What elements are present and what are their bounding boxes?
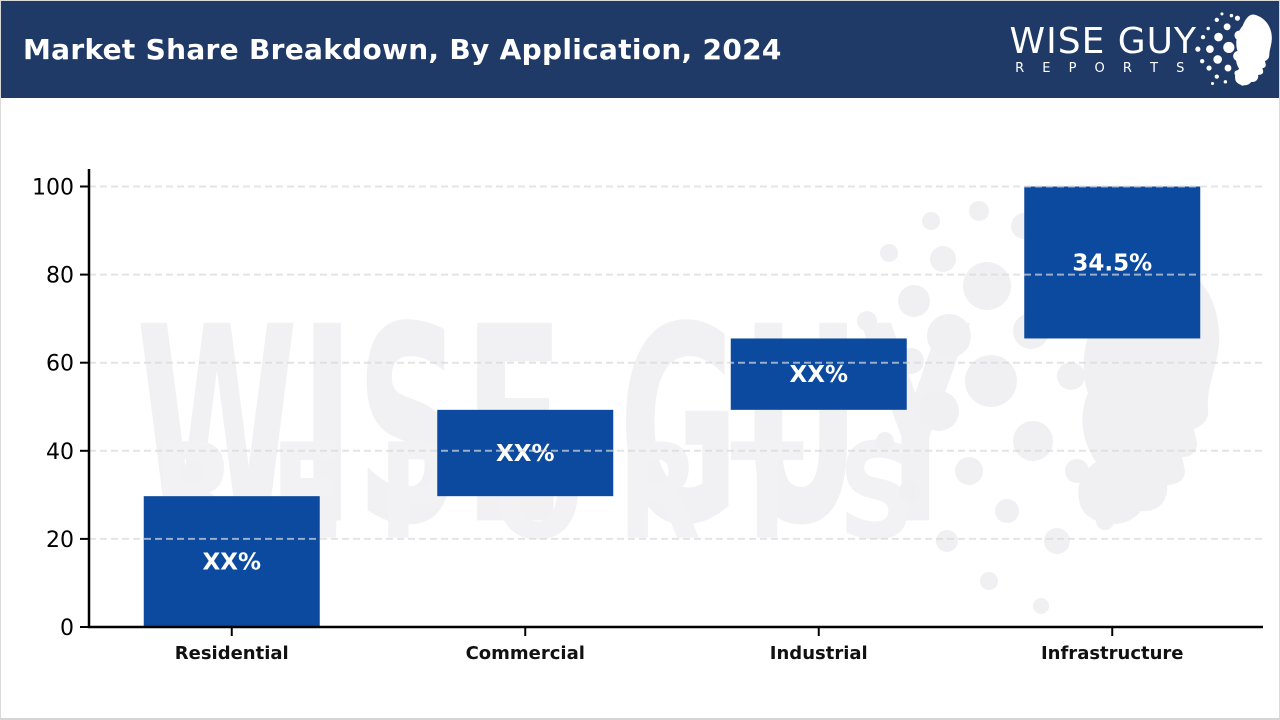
y-tick-label: 100 [32, 176, 74, 201]
wiseguy-logo-text: WISE GUY R E P O R T S [1009, 20, 1198, 77]
bar-value-label: XX% [789, 362, 848, 388]
y-tick-label: 20 [46, 528, 74, 553]
bar-value-label: XX% [202, 550, 261, 576]
y-tick-label: 0 [60, 616, 74, 641]
y-tick-label: 60 [46, 352, 74, 377]
x-category-label: Industrial [770, 643, 868, 664]
bar-value-label: XX% [496, 441, 555, 467]
wiseguy-logo: WISE GUY R E P O R T S [1010, 1, 1278, 98]
bar-value-label: 34.5% [1072, 250, 1152, 276]
x-category-label: Commercial [466, 643, 585, 664]
bar-commercial [437, 409, 614, 497]
x-category-label: Residential [175, 643, 289, 664]
page-title: Market Share Breakdown, By Application, … [23, 33, 782, 66]
y-tick-label: 80 [46, 264, 74, 289]
bar-residential [143, 496, 320, 627]
logo-wiseguy-label: WISE GUY [1009, 20, 1197, 62]
bar-infrastructure [1024, 186, 1201, 339]
bar-industrial [730, 338, 907, 410]
header: Market Share Breakdown, By Application, … [1, 1, 1279, 98]
y-tick-label: 40 [46, 440, 74, 465]
x-category-label: Infrastructure [1041, 643, 1184, 664]
logo-reports-label: R E P O R T S [1015, 61, 1192, 77]
wiseguy-face-icon [1195, 11, 1272, 86]
